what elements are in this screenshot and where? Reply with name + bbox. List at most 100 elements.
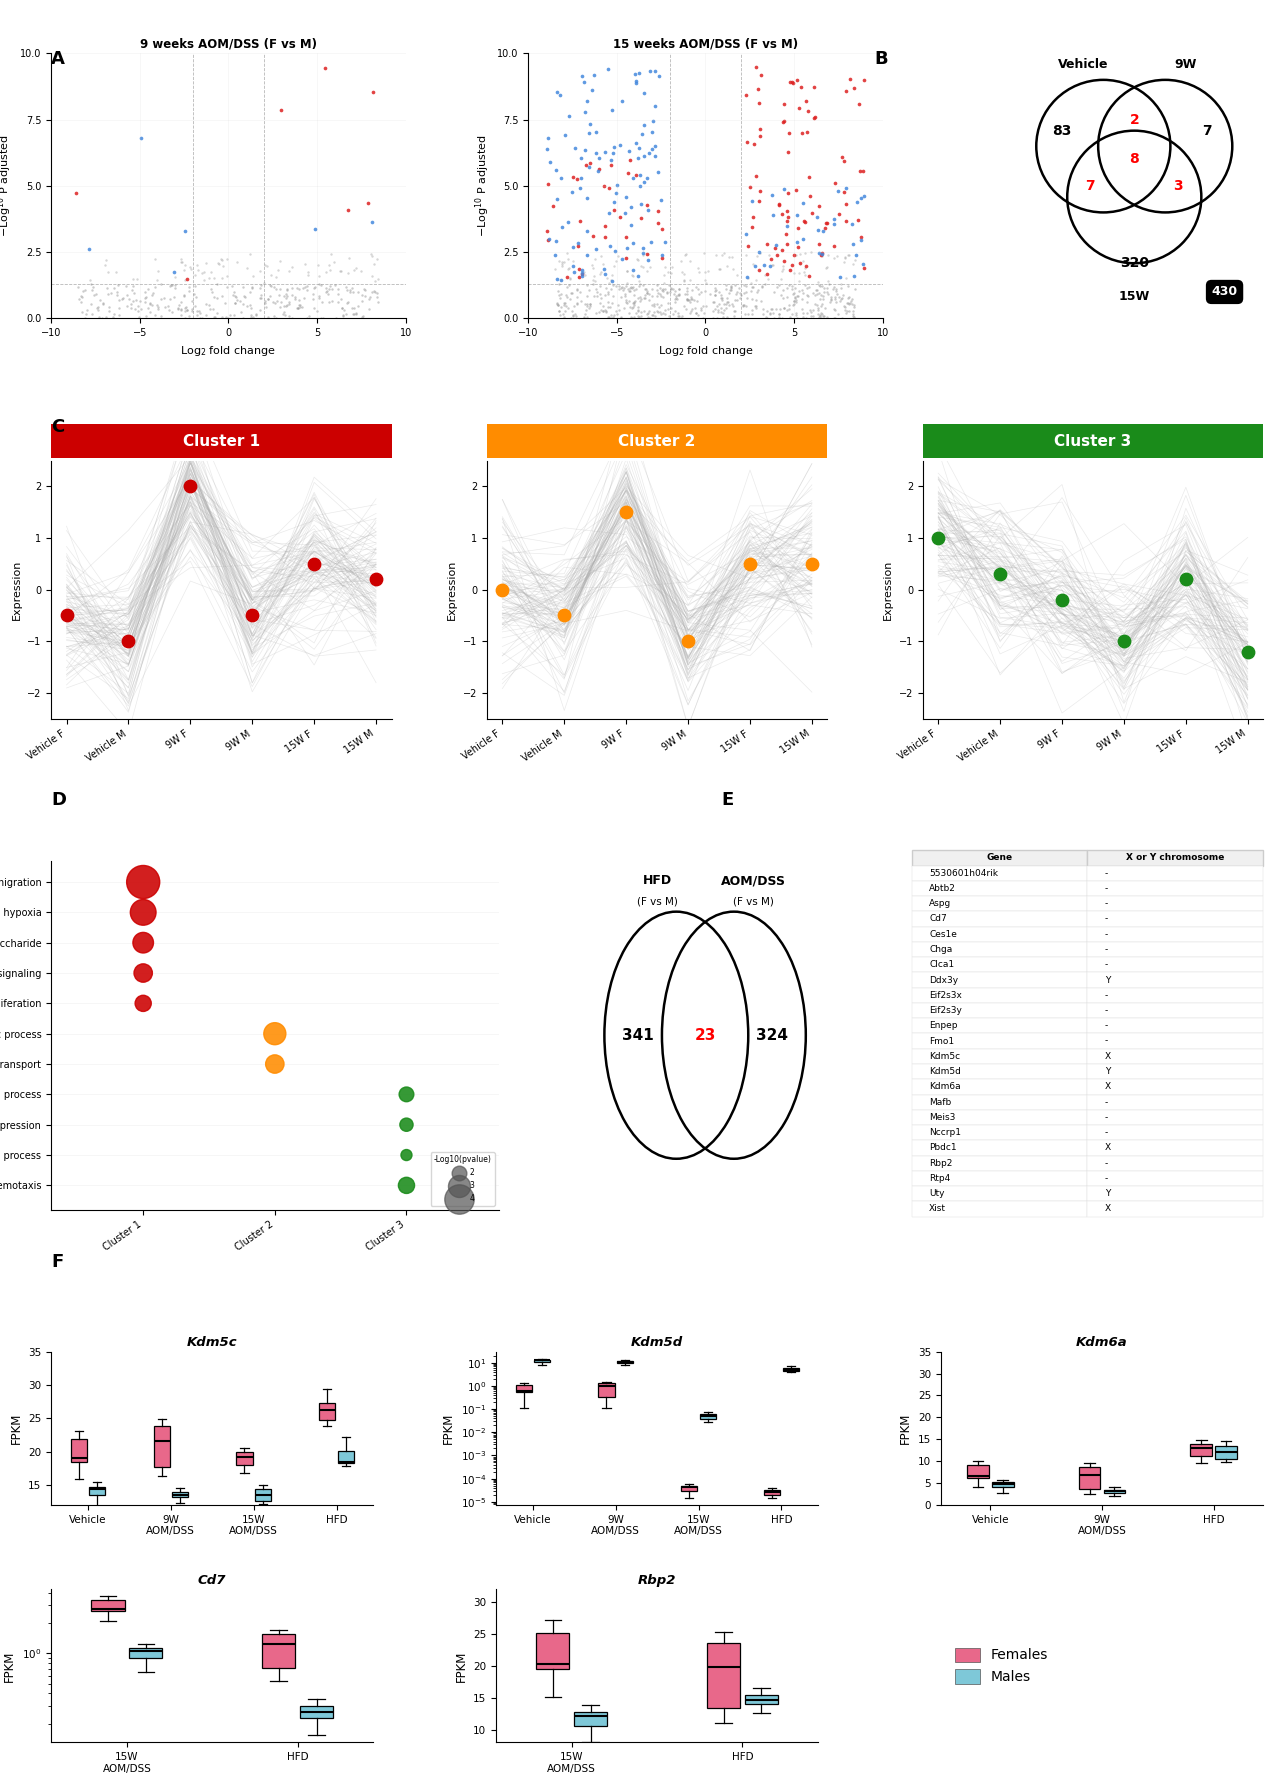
Point <box>833 249 854 277</box>
Point <box>812 240 832 268</box>
Point <box>601 304 621 332</box>
Point <box>175 304 195 332</box>
Point <box>359 284 379 313</box>
Point <box>851 222 872 251</box>
Point <box>787 213 808 242</box>
Point <box>796 299 817 327</box>
Point <box>763 251 783 279</box>
Point <box>818 281 838 309</box>
Point <box>597 263 618 292</box>
Point <box>801 297 822 325</box>
Point <box>706 277 726 306</box>
Point <box>207 270 227 299</box>
Point <box>835 295 855 324</box>
Point <box>364 251 384 279</box>
Point <box>179 277 199 306</box>
Point <box>670 247 690 276</box>
Point <box>160 284 180 313</box>
Point <box>558 245 578 274</box>
Point <box>723 302 744 331</box>
Point <box>690 293 711 322</box>
Point <box>716 288 736 316</box>
Point <box>629 268 649 297</box>
Point <box>680 299 701 327</box>
Point <box>554 601 574 629</box>
Point <box>296 276 316 304</box>
Point <box>688 274 708 302</box>
Point <box>704 281 725 309</box>
Point <box>251 270 272 299</box>
Text: Cluster 1: Cluster 1 <box>182 434 260 448</box>
Point <box>175 251 195 279</box>
Point <box>147 292 167 320</box>
Point <box>171 295 191 324</box>
Point <box>319 288 339 316</box>
Point <box>843 302 864 331</box>
Point <box>352 281 373 309</box>
Point <box>755 261 776 290</box>
Point <box>730 284 750 313</box>
Point <box>93 290 114 318</box>
Point <box>561 297 582 325</box>
Point <box>644 142 665 171</box>
Point <box>649 299 670 327</box>
Point <box>186 300 207 329</box>
Point <box>716 293 736 322</box>
Point <box>634 78 655 107</box>
Point <box>647 283 667 311</box>
Point <box>689 258 709 286</box>
Point <box>795 254 815 283</box>
Point <box>241 300 262 329</box>
Point <box>777 274 798 302</box>
Point <box>180 252 200 281</box>
Point <box>611 274 632 302</box>
Point <box>291 293 311 322</box>
Point <box>823 274 843 302</box>
Point <box>199 295 219 324</box>
Point <box>586 274 606 302</box>
Point <box>600 292 620 320</box>
Point <box>606 297 627 325</box>
Point <box>769 190 790 219</box>
Point <box>195 249 216 277</box>
Point <box>743 272 763 300</box>
Point <box>108 286 129 315</box>
Point <box>596 297 616 325</box>
Point <box>723 254 744 283</box>
Point <box>749 121 769 149</box>
Point <box>302 279 323 308</box>
Point <box>574 261 595 290</box>
Point <box>297 272 318 300</box>
Point <box>276 279 296 308</box>
Point <box>665 297 685 325</box>
Point <box>537 135 558 164</box>
Point <box>595 281 615 309</box>
Point <box>653 283 674 311</box>
Point <box>553 300 573 329</box>
Point <box>758 242 778 270</box>
Point <box>634 142 655 171</box>
Point <box>563 233 583 261</box>
Point <box>744 203 764 231</box>
Point <box>661 274 681 302</box>
Point <box>175 256 195 284</box>
Point <box>706 276 726 304</box>
Point <box>638 245 658 274</box>
Point <box>547 292 568 320</box>
Point <box>806 276 827 304</box>
Point <box>135 302 156 331</box>
Point <box>815 210 836 238</box>
Point <box>785 274 805 302</box>
Point <box>831 274 851 302</box>
Point <box>546 185 567 213</box>
Point <box>256 252 277 281</box>
Point <box>651 281 671 309</box>
Point <box>798 117 818 146</box>
Point <box>780 295 800 324</box>
Point <box>616 256 637 284</box>
Point <box>537 124 558 153</box>
Point <box>316 276 337 304</box>
Point <box>219 300 240 329</box>
Point <box>630 172 651 201</box>
Point <box>121 293 142 322</box>
